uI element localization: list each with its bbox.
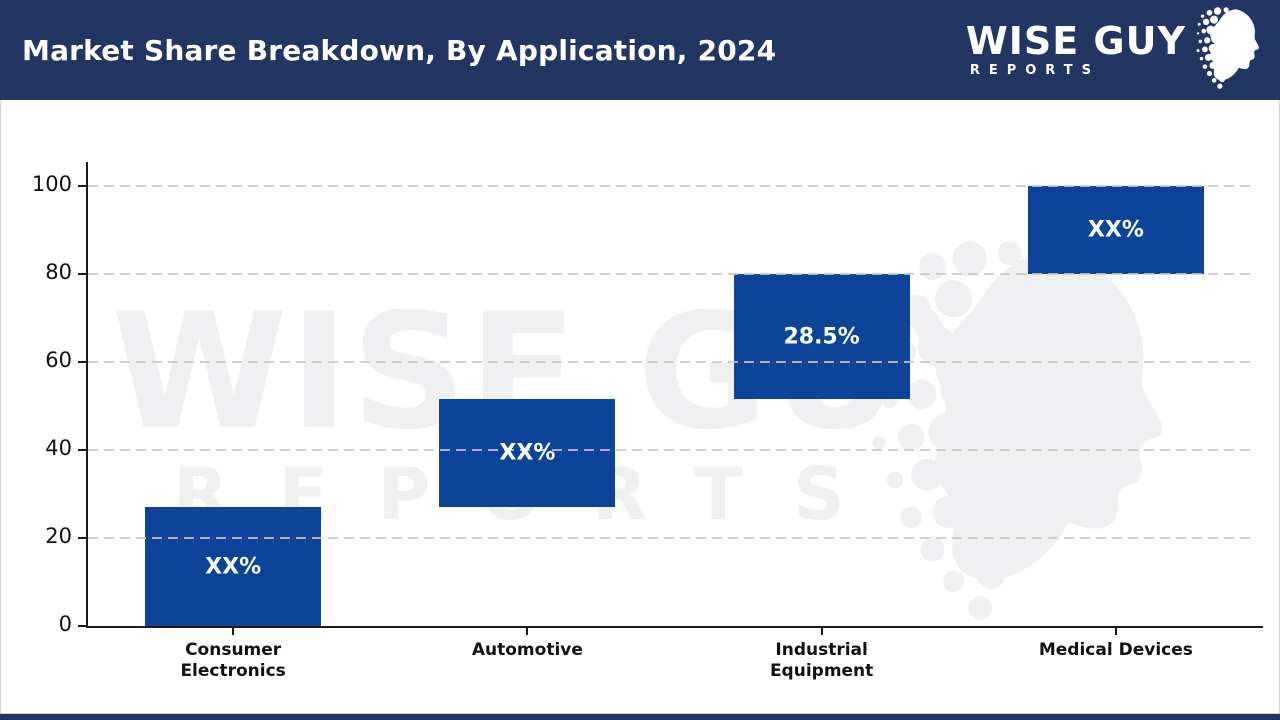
x-tick-4 bbox=[1114, 626, 1117, 635]
category-label-automotive: Automotive bbox=[407, 640, 647, 661]
y-tick-80 bbox=[78, 273, 86, 275]
y-axis-line bbox=[86, 162, 88, 628]
y-tick-40 bbox=[78, 449, 86, 451]
category-label-consumer-electronics: Consumer Electronics bbox=[113, 640, 353, 683]
bar-industrial-equipment bbox=[733, 274, 910, 400]
x-axis-line bbox=[86, 626, 1263, 628]
bar-value-label: XX% bbox=[205, 554, 262, 580]
gridline-100 bbox=[88, 185, 1254, 187]
wiseguy-face-icon bbox=[1196, 7, 1259, 89]
watermark-face-icon bbox=[872, 241, 1163, 621]
y-tick-label-100: 100 bbox=[31, 172, 72, 196]
y-tick-label-20: 20 bbox=[45, 524, 72, 548]
brand-subname: REPORTS bbox=[969, 63, 1100, 78]
category-label-medical-devices: Medical Devices bbox=[996, 640, 1236, 661]
bar-value-label: XX% bbox=[1087, 217, 1144, 243]
footer-accent-bar bbox=[0, 714, 1280, 720]
category-label-line: Equipment bbox=[769, 661, 874, 682]
bar-value-label: 28.5% bbox=[783, 324, 860, 350]
category-label-line: Electronics bbox=[180, 661, 286, 682]
gridline-80 bbox=[88, 273, 1254, 275]
category-label-industrial-equipment: Industrial Equipment bbox=[702, 640, 942, 683]
y-tick-100 bbox=[78, 185, 86, 187]
gridline-40 bbox=[88, 449, 1254, 451]
brand-logo: WISE GUY REPORTS bbox=[966, 7, 1280, 93]
y-tick-label-40: 40 bbox=[45, 436, 72, 460]
y-tick-label-60: 60 bbox=[45, 348, 72, 372]
footer-divider bbox=[0, 713, 1280, 714]
brand-logo-text: WISE GUY REPORTS bbox=[966, 22, 1186, 78]
bar-medical-devices bbox=[1027, 186, 1204, 274]
y-tick-label-0: 0 bbox=[58, 612, 72, 636]
x-tick-3 bbox=[820, 626, 823, 635]
x-tick-2 bbox=[526, 626, 529, 635]
y-tick-0 bbox=[78, 625, 86, 627]
y-tick-60 bbox=[78, 361, 86, 363]
bar-automotive bbox=[439, 399, 616, 508]
category-label-line: Automotive bbox=[471, 640, 583, 660]
category-label-line: Medical Devices bbox=[1038, 640, 1193, 660]
page-title: Market Share Breakdown, By Application, … bbox=[22, 33, 777, 67]
y-tick-label-80: 80 bbox=[45, 260, 72, 284]
x-tick-1 bbox=[232, 626, 235, 635]
bar-value-label: XX% bbox=[499, 440, 556, 466]
chart-canvas: WISE GUY REPORTS XX%XX%28.5%XX%020406080… bbox=[0, 100, 1280, 713]
gridline-60 bbox=[88, 361, 1254, 363]
gridline-20 bbox=[88, 537, 1254, 539]
category-label-line: Industrial bbox=[775, 640, 868, 660]
brand-name: WISE GUY bbox=[965, 19, 1186, 63]
y-tick-20 bbox=[78, 537, 86, 539]
header: Market Share Breakdown, By Application, … bbox=[0, 0, 1280, 100]
bar-consumer-electronics bbox=[145, 507, 322, 626]
category-label-line: Consumer bbox=[185, 640, 282, 660]
